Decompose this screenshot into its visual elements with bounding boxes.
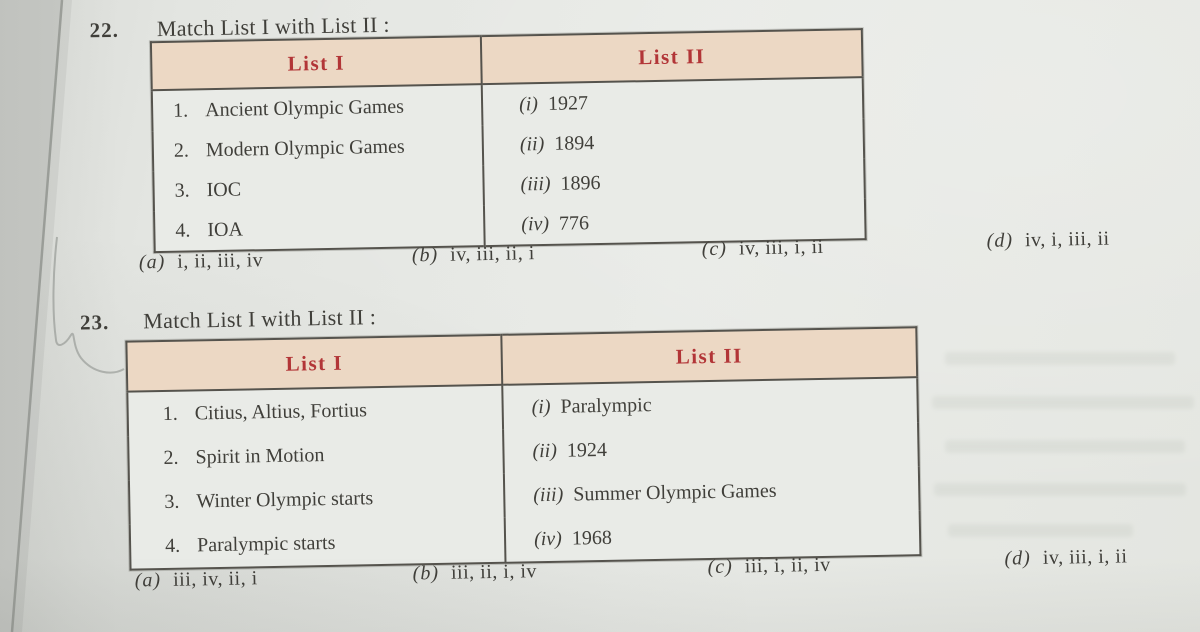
column-header-list-i: List I bbox=[126, 334, 503, 392]
item-text: IOC bbox=[206, 178, 242, 201]
match-label: (i) bbox=[518, 92, 539, 115]
match-text: 1896 bbox=[560, 171, 601, 195]
column-header-list-ii: List II bbox=[501, 327, 918, 385]
page-bleedthrough-mark bbox=[945, 440, 1185, 453]
option-label: (b) bbox=[411, 243, 439, 267]
option-c-q22: (c) iv, iii, i, ii bbox=[702, 236, 824, 261]
list-ii-cell: (iii) 1896 bbox=[483, 158, 865, 205]
list-ii-cell: (ii) 1894 bbox=[482, 118, 864, 165]
item-number: 4. bbox=[175, 218, 191, 242]
item-text: Spirit in Motion bbox=[195, 443, 325, 468]
question-23-header: 23. Match List I with List II : bbox=[80, 304, 377, 335]
match-table-q22: List I List II 1. Ancient Olympic Games (… bbox=[149, 28, 867, 254]
list-ii-cell: (iii) Summer Olympic Games bbox=[504, 466, 920, 518]
option-text: iv, iii, i, ii bbox=[738, 235, 824, 260]
match-text: Paralympic bbox=[560, 393, 652, 418]
match-text: 1894 bbox=[554, 131, 595, 155]
match-text: 776 bbox=[558, 211, 590, 235]
list-i-cell: 2. Modern Olympic Games bbox=[152, 125, 484, 172]
option-label: (c) bbox=[707, 555, 734, 579]
page-bleedthrough-mark bbox=[948, 524, 1133, 537]
option-text: iv, iii, ii, i bbox=[449, 242, 535, 266]
list-i-cell: 1. Citius, Altius, Fortius bbox=[127, 384, 504, 437]
option-b-q23: (b) iii, ii, i, iv bbox=[412, 560, 537, 585]
item-text: IOA bbox=[207, 218, 244, 241]
match-label: (i) bbox=[531, 395, 551, 418]
item-number: 3. bbox=[164, 490, 180, 513]
option-a-q23: (a) iii, iv, ii, i bbox=[135, 567, 258, 592]
option-text: iv, iii, i, ii bbox=[1042, 545, 1128, 569]
match-label: (iii) bbox=[533, 483, 564, 506]
match-label: (iv) bbox=[533, 527, 563, 550]
column-header-list-i: List I bbox=[150, 36, 482, 91]
option-text: i, ii, iii, iv bbox=[177, 249, 264, 273]
list-ii-cell: (ii) 1924 bbox=[503, 422, 919, 474]
match-table-q23: List I List II 1. Citius, Altius, Fortius… bbox=[125, 326, 922, 571]
option-text: iv, i, iii, ii bbox=[1024, 227, 1110, 252]
item-number: 2. bbox=[173, 139, 190, 162]
match-label: (iii) bbox=[520, 172, 551, 195]
item-text: Ancient Olympic Games bbox=[204, 95, 405, 121]
question-23-number: 23. bbox=[79, 309, 110, 335]
list-ii-cell: (iv) 1968 bbox=[505, 510, 921, 563]
option-label: (b) bbox=[412, 561, 440, 585]
match-label: (ii) bbox=[519, 132, 545, 155]
option-label: (a) bbox=[138, 250, 166, 274]
option-label: (a) bbox=[134, 569, 162, 592]
item-number: 1. bbox=[172, 99, 189, 122]
option-d-q22: (d) iv, i, iii, ii bbox=[986, 228, 1109, 253]
item-number: 2. bbox=[163, 446, 179, 469]
page-bleedthrough-mark bbox=[932, 396, 1194, 409]
question-22-number: 22. bbox=[89, 17, 120, 43]
match-text: 1924 bbox=[566, 438, 608, 462]
item-number: 4. bbox=[164, 534, 181, 557]
list-i-cell: 2. Spirit in Motion bbox=[128, 429, 504, 481]
item-text: Winter Olympic starts bbox=[196, 486, 374, 512]
option-label: (d) bbox=[1004, 547, 1032, 570]
question-23-title: Match List I with List II : bbox=[143, 304, 377, 334]
item-text: Citius, Altius, Fortius bbox=[194, 398, 368, 424]
option-text: iii, iv, ii, i bbox=[172, 567, 258, 591]
option-label: (d) bbox=[986, 229, 1014, 252]
item-text: Modern Olympic Games bbox=[205, 135, 405, 161]
match-text: 1927 bbox=[547, 91, 589, 115]
option-label: (c) bbox=[701, 237, 728, 261]
option-a-q22: (a) i, ii, iii, iv bbox=[139, 249, 264, 274]
option-d-q23: (d) iv, iii, i, ii bbox=[1004, 545, 1127, 570]
list-i-cell: 3. IOC bbox=[153, 165, 484, 212]
option-b-q22: (b) iv, iii, ii, i bbox=[412, 242, 535, 267]
list-ii-cell: (i) 1927 bbox=[482, 77, 864, 125]
list-i-cell: 3. Winter Olympic starts bbox=[128, 473, 505, 525]
item-number: 3. bbox=[174, 179, 190, 202]
list-ii-cell: (i) Paralympic bbox=[502, 377, 918, 430]
page-bleedthrough-mark bbox=[945, 352, 1175, 365]
match-text: 1968 bbox=[571, 526, 613, 550]
column-header-list-ii: List II bbox=[480, 29, 863, 85]
match-text: Summer Olympic Games bbox=[573, 479, 777, 506]
list-i-cell: 1. Ancient Olympic Games bbox=[151, 84, 483, 132]
match-label: (iv) bbox=[521, 212, 550, 235]
item-text: Paralympic starts bbox=[196, 531, 336, 556]
match-label: (ii) bbox=[532, 439, 558, 462]
option-text: iii, ii, i, iv bbox=[450, 560, 538, 584]
option-text: iii, i, ii, iv bbox=[744, 553, 831, 578]
item-number: 1. bbox=[162, 402, 178, 425]
page-bleedthrough-mark bbox=[934, 483, 1186, 496]
option-c-q23: (c) iii, i, ii, iv bbox=[707, 554, 831, 579]
